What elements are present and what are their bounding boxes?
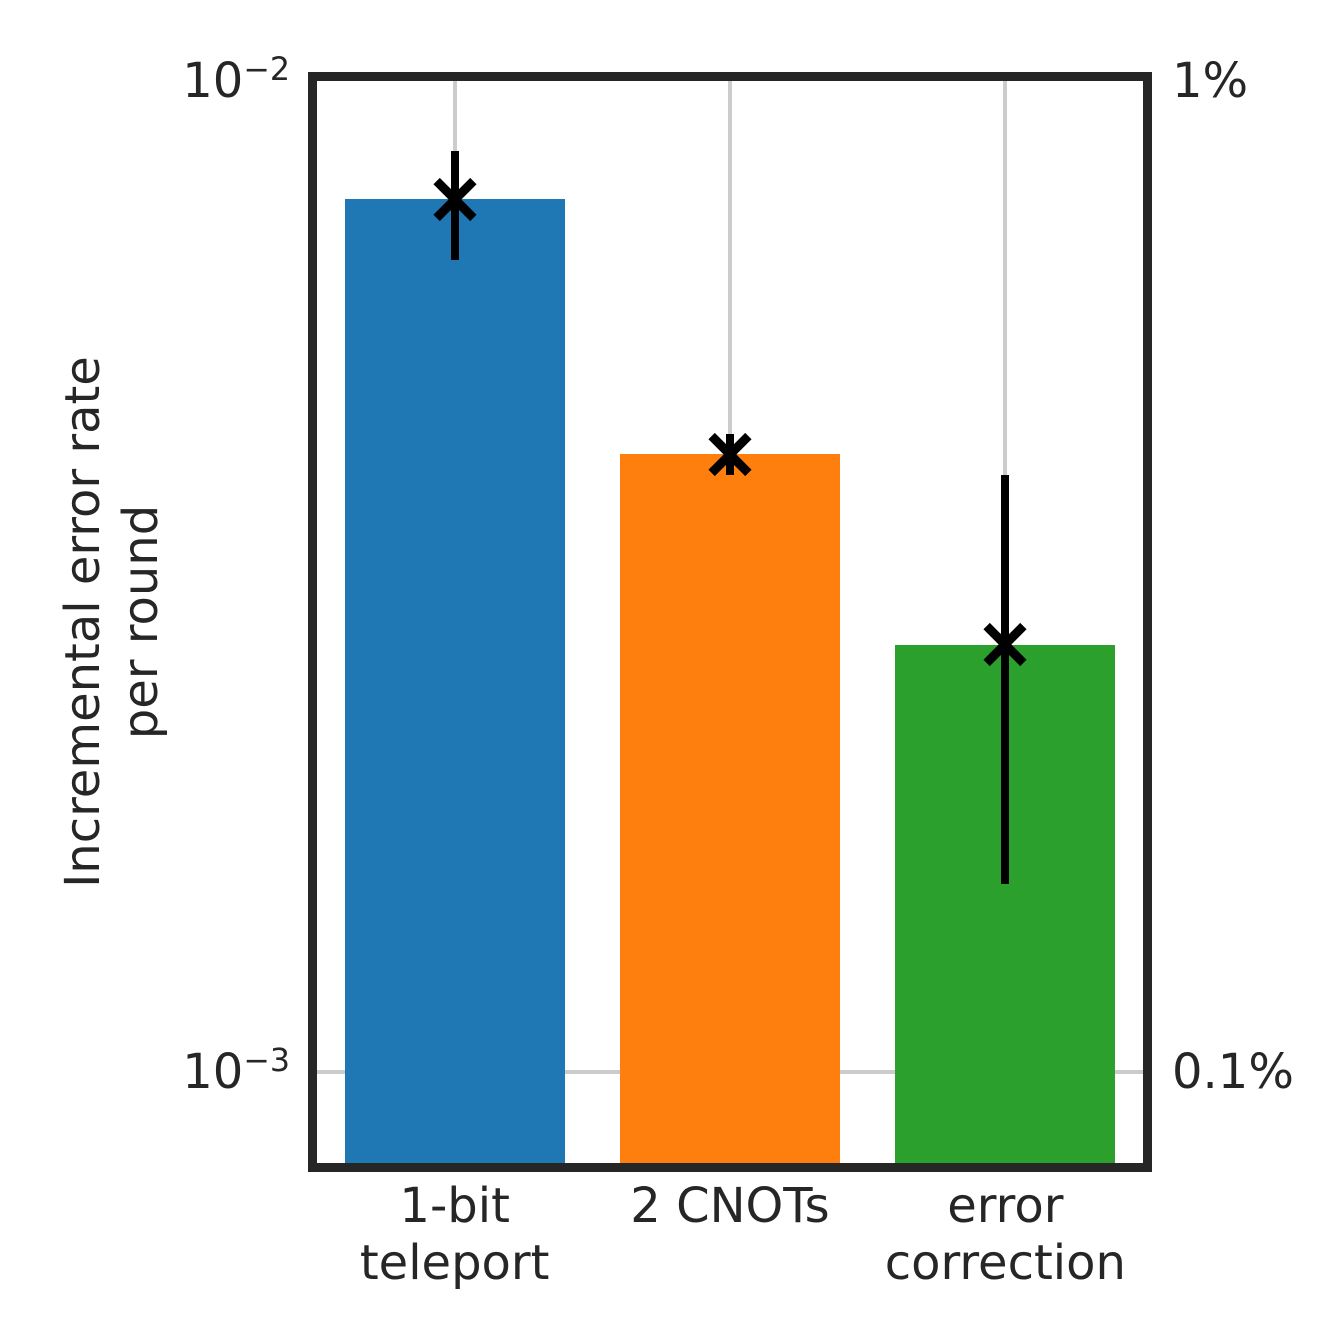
tick-exponent: −3 <box>243 1042 290 1079</box>
bar-1-bit-teleport <box>344 199 565 1163</box>
plot-area <box>308 72 1152 1172</box>
x-tick-line: 1-bit <box>399 1178 510 1234</box>
y-tick-right-1: 1% <box>1172 53 1249 109</box>
x-tick-line: teleport <box>359 1235 550 1291</box>
x-tick-line: correction <box>884 1235 1126 1291</box>
tick-exponent: −2 <box>243 51 290 88</box>
x-tick-label-error-correction: error correction <box>885 1178 1126 1292</box>
error-bar-error-correction <box>1001 475 1010 884</box>
y-axis-label-line-2: per round <box>113 504 169 740</box>
y-tick-left-10-3: 10−3 <box>182 1045 290 1096</box>
y-tick-right-0-1: 0.1% <box>1172 1044 1294 1101</box>
x-tick-label-1-bit-teleport: 1-bit teleport <box>360 1178 550 1292</box>
x-tick-line: error <box>947 1178 1064 1234</box>
bar-2-cnots <box>619 454 841 1163</box>
y-axis-label: Incremental error rate per round <box>54 356 170 888</box>
y-tick-left-10-2: 10−2 <box>182 54 290 105</box>
tick-base: 10 <box>182 53 244 109</box>
tick-base: 10 <box>182 1044 244 1101</box>
x-tick-line: 2 CNOTs <box>630 1178 830 1234</box>
x-tick-label-2-cnots: 2 CNOTs <box>630 1178 829 1235</box>
y-axis-label-line-1: Incremental error rate <box>55 356 111 888</box>
